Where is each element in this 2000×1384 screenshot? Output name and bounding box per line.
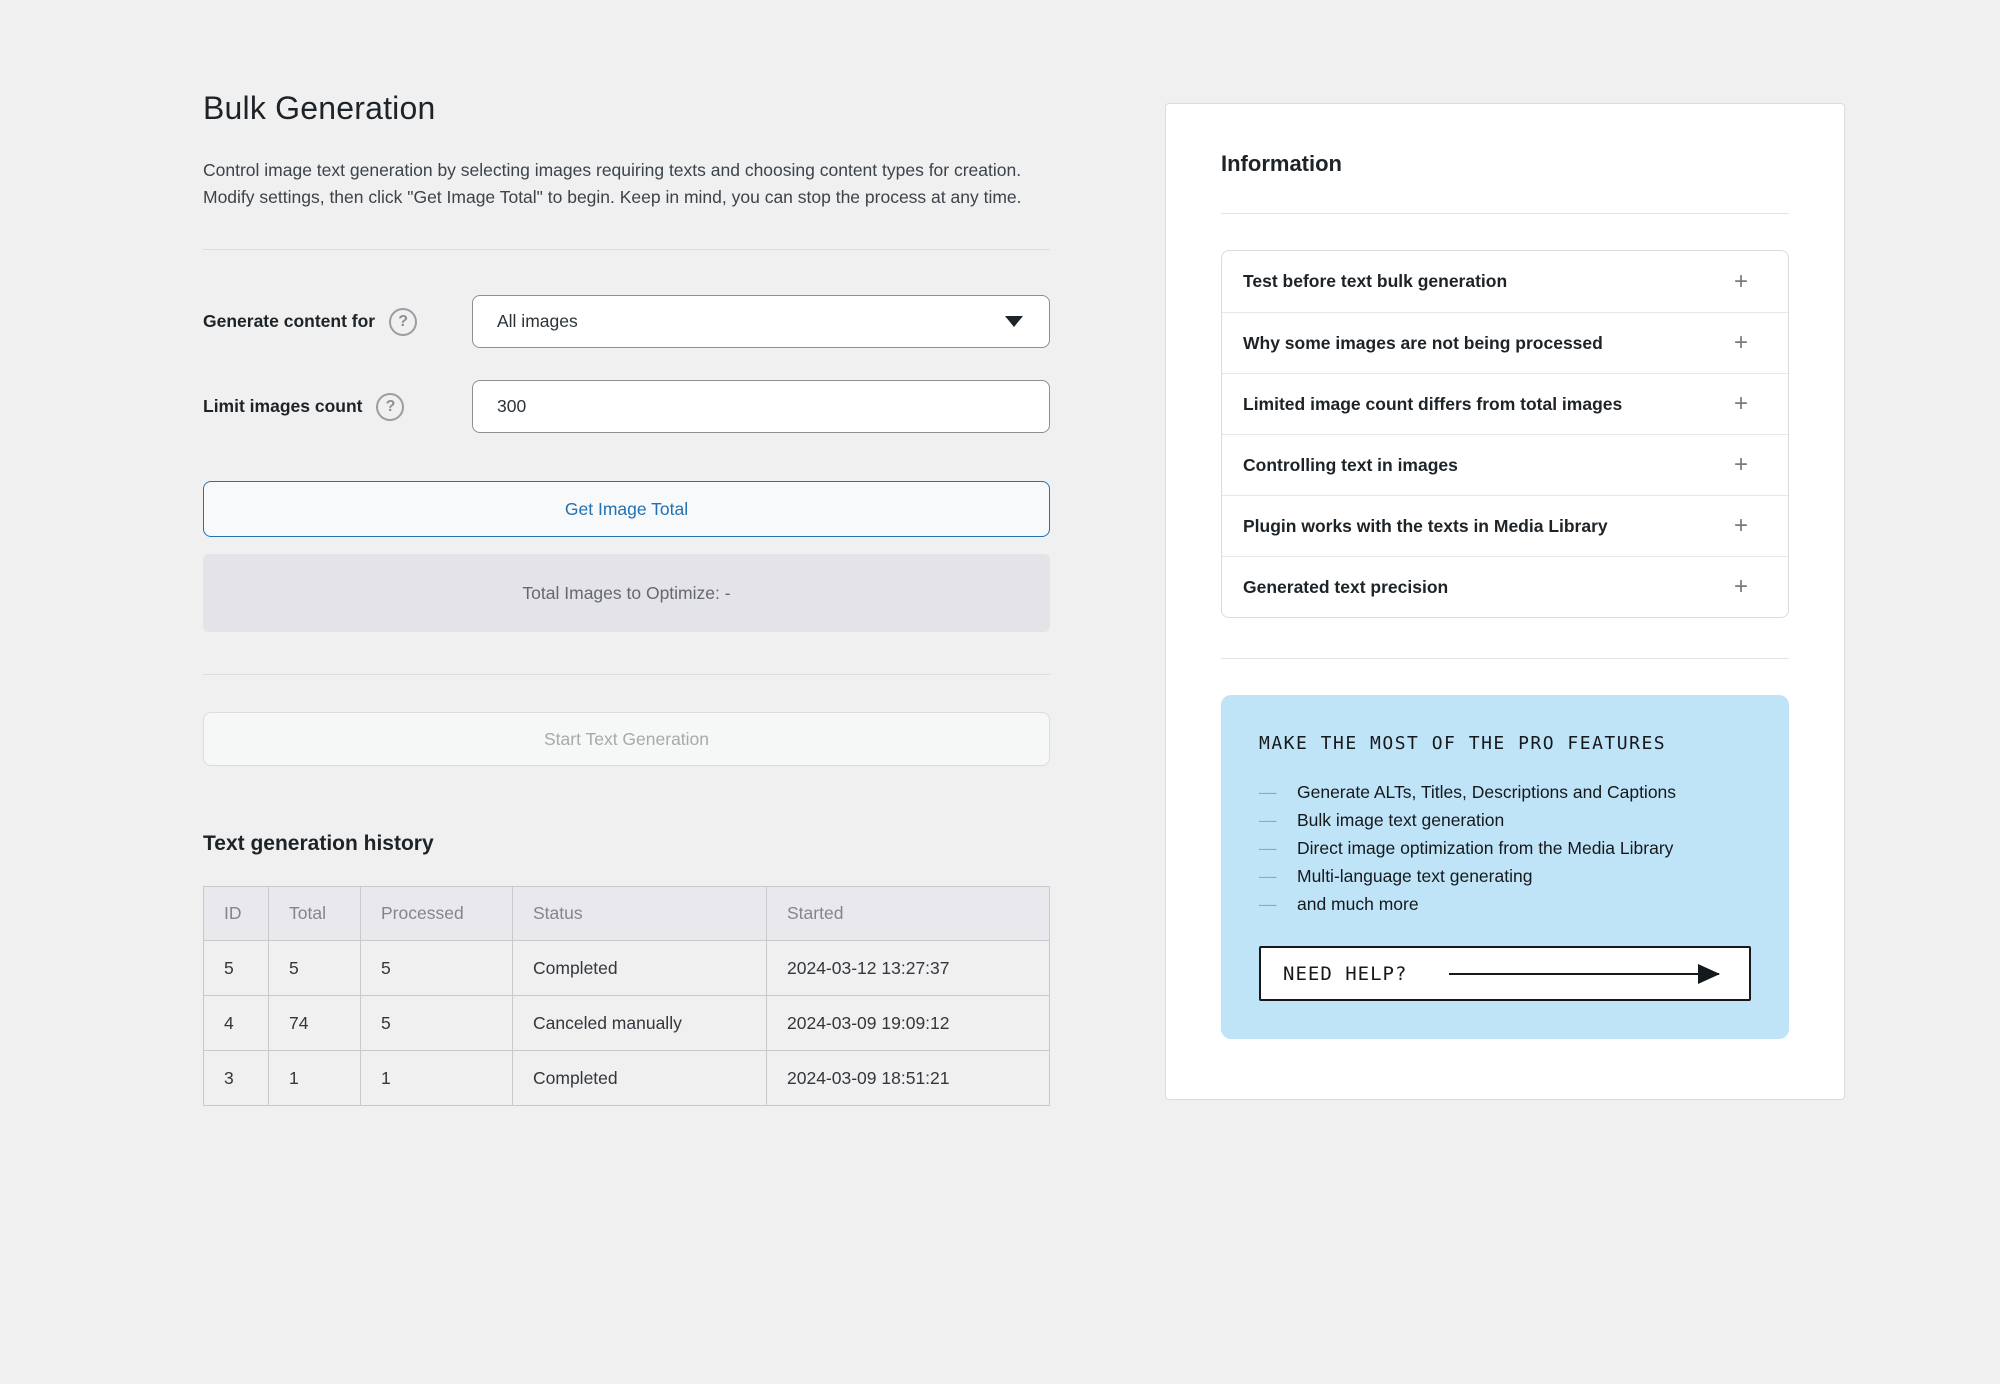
column-header: Status (512, 886, 767, 941)
plus-icon[interactable]: + (1733, 267, 1748, 295)
table-cell: 5 (360, 995, 513, 1051)
plus-icon[interactable]: + (1733, 390, 1748, 417)
dash-icon: — (1259, 810, 1277, 830)
table-cell: Completed (512, 940, 767, 996)
pro-feature-label: Direct image optimization from the Media… (1297, 838, 1674, 858)
info-accordion-item[interactable]: Plugin works with the texts in Media Lib… (1222, 495, 1788, 556)
dash-icon: — (1259, 838, 1277, 858)
table-cell: Completed (512, 1050, 767, 1106)
table-cell: 5 (268, 940, 361, 996)
information-card: Information Test before text bulk genera… (1165, 103, 1845, 1100)
pro-feature-label: Bulk image text generation (1297, 810, 1505, 830)
pro-feature-item: — Direct image optimization from the Medi… (1259, 834, 1751, 862)
generate-content-row: Generate content for ? All images (203, 295, 1050, 348)
pro-feature-item: — and much more (1259, 890, 1751, 918)
plus-icon[interactable]: + (1733, 573, 1748, 600)
plus-icon[interactable]: + (1733, 329, 1748, 356)
pro-feature-item: — Generate ALTs, Titles, Descriptions and… (1259, 778, 1751, 806)
main-content: Bulk Generation Control image text gener… (203, 90, 1050, 1106)
accordion-item-label: Limited image count differs from total i… (1243, 393, 1623, 414)
column-header: Total (268, 886, 361, 941)
need-help-button[interactable]: NEED HELP? (1259, 946, 1751, 1001)
history-heading: Text generation history (203, 832, 434, 855)
pro-features-box: MAKE THE MOST OF THE PRO FEATURES — Gener… (1221, 695, 1789, 1039)
info-accordion: Test before text bulk generation + Why som… (1221, 250, 1789, 618)
accordion-item-label: Generated text precision (1243, 576, 1449, 597)
table-cell: 2024-03-09 18:51:21 (766, 1050, 1050, 1106)
caret-down-icon (1005, 316, 1023, 327)
accordion-item-label: Test before text bulk generation (1243, 271, 1508, 291)
pro-features-heading: MAKE THE MOST OF THE PRO FEATURES (1259, 733, 1667, 754)
table-cell: 3 (203, 1050, 269, 1106)
limit-images-row: Limit images count ? (203, 380, 1050, 433)
divider (1221, 213, 1789, 214)
info-accordion-item[interactable]: Limited image count differs from total i… (1222, 373, 1788, 434)
table-cell: 2024-03-09 19:09:12 (766, 995, 1050, 1051)
pro-feature-item: — Multi-language text generating (1259, 862, 1751, 890)
question-icon[interactable]: ? (389, 307, 418, 336)
table-header-row: ID Total Processed Status Started (203, 886, 1050, 941)
plus-icon[interactable]: + (1733, 512, 1748, 539)
accordion-item-label: Plugin works with the texts in Media Lib… (1243, 515, 1608, 536)
pro-feature-item: — Bulk image text generation (1259, 806, 1751, 834)
limit-images-label: Limit images count (203, 396, 363, 416)
info-accordion-item[interactable]: Generated text precision + (1222, 556, 1788, 617)
table-cell: 5 (203, 940, 269, 996)
select-value: All images (497, 311, 578, 331)
table-cell: 2024-03-12 13:27:37 (766, 940, 1050, 996)
column-header: ID (203, 886, 269, 941)
column-header: Processed (360, 886, 513, 941)
page-description: Control image text generation by selecti… (203, 160, 1022, 207)
divider (1221, 658, 1789, 659)
dash-icon: — (1259, 782, 1277, 802)
question-icon[interactable]: ? (376, 392, 405, 421)
need-help-label: NEED HELP? (1283, 962, 1408, 985)
table-cell: 5 (360, 940, 513, 996)
table-cell: 1 (268, 1050, 361, 1106)
generate-content-select[interactable]: All images (472, 295, 1050, 348)
information-heading: Information (1221, 151, 1342, 176)
generate-content-label: Generate content for (203, 311, 376, 331)
table-cell: 1 (360, 1050, 513, 1106)
start-text-generation-button[interactable]: Start Text Generation (203, 712, 1050, 766)
dash-icon: — (1259, 866, 1277, 886)
table-cell: 74 (268, 995, 361, 1051)
pro-feature-label: Multi-language text generating (1297, 866, 1533, 886)
pro-features-list: — Generate ALTs, Titles, Descriptions and… (1259, 778, 1751, 918)
table-row: 3 1 1 Completed 2024-03-09 18:51:21 (203, 1050, 1050, 1106)
divider (203, 249, 1050, 250)
table-cell: 4 (203, 995, 269, 1051)
table-row: 4 74 5 Canceled manually 2024-03-09 19:09:12 (203, 995, 1050, 1051)
divider (203, 674, 1050, 675)
limit-images-input[interactable] (472, 380, 1050, 433)
pro-feature-label: and much more (1297, 894, 1419, 914)
pro-feature-label: Generate ALTs, Titles, Descriptions and … (1297, 782, 1677, 802)
dash-icon: — (1259, 894, 1277, 914)
table-cell: Canceled manually (512, 995, 767, 1051)
plus-icon[interactable]: + (1733, 451, 1748, 478)
info-accordion-item[interactable]: Controlling text in images + (1222, 434, 1788, 495)
accordion-item-label: Controlling text in images (1243, 454, 1458, 475)
page-title: Bulk Generation (203, 90, 436, 126)
total-images-box: Total Images to Optimize: - (203, 554, 1050, 632)
history-table: ID Total Processed Status Started 5 5 5 Complet… (203, 886, 1050, 1106)
column-header: Started (766, 886, 1050, 941)
info-accordion-item[interactable]: Why some images are not being processed + (1222, 312, 1788, 373)
arrow-right-icon (1449, 963, 1720, 984)
table-row: 5 5 5 Completed 2024-03-12 13:27:37 (203, 940, 1050, 996)
info-accordion-item[interactable]: Test before text bulk generation + (1222, 251, 1788, 312)
accordion-item-label: Why some images are not being processed (1243, 332, 1603, 353)
get-image-total-button[interactable]: Get Image Total (203, 481, 1050, 537)
